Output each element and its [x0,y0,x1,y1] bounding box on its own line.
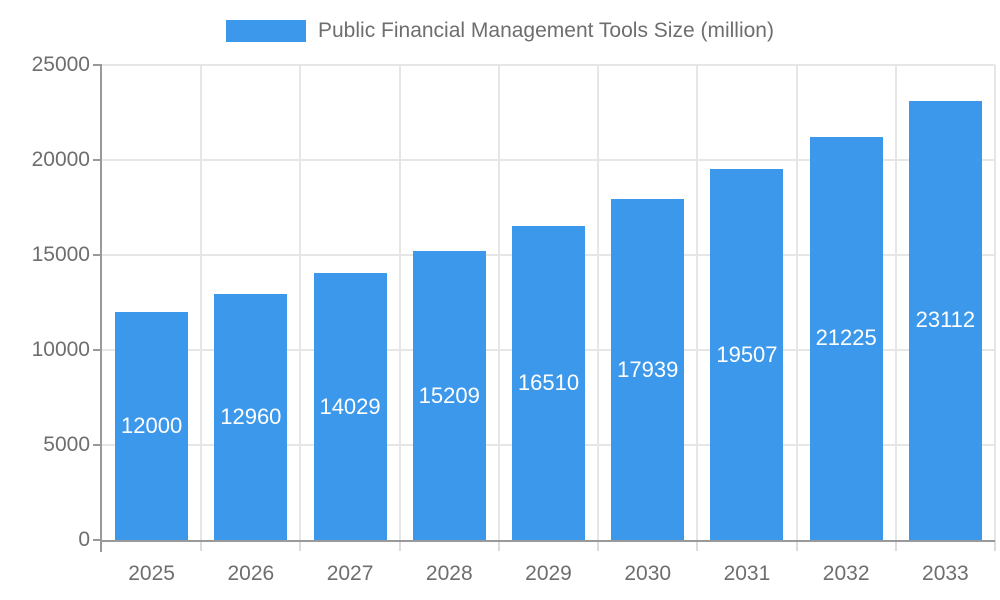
bar-value-label: 17939 [617,356,679,382]
x-axis-tick [398,540,401,551]
y-axis-tick-label: 20000 [31,148,90,171]
bar-2026[interactable] [214,293,288,540]
y-axis-tick-label: 5000 [43,433,90,456]
y-axis-line [100,65,102,552]
bar-value-label: 19507 [716,341,778,367]
x-axis-line [100,540,995,542]
y-gridline [102,64,995,66]
x-gridline [299,65,302,540]
bar-2030[interactable] [611,199,685,540]
x-axis-tick-label: 2030 [624,562,672,585]
x-gridline [994,65,996,540]
x-gridline [200,65,203,540]
x-gridline [795,65,798,540]
x-axis-tick [597,540,600,551]
x-gridline [696,65,699,540]
bar-value-label: 21225 [815,325,877,351]
x-gridline [597,65,600,540]
bar-2029[interactable] [512,226,585,540]
x-axis-tick [994,540,996,551]
y-axis-tick-label: 25000 [31,53,90,76]
bar-2025[interactable] [115,312,189,540]
y-axis-tick-label: 10000 [31,338,90,361]
legend-label: Public Financial Management Tools Size (… [318,19,774,42]
x-gridline [894,65,897,540]
bar-2033[interactable] [908,100,982,540]
y-axis-tick-label: 15000 [31,243,90,266]
x-axis-tick [696,540,699,551]
bar-2031[interactable] [710,169,784,540]
y-gridline [102,159,995,161]
bar-value-label: 23112 [915,307,976,333]
x-axis-tick [200,540,203,551]
legend-item[interactable]: Public Financial Management Tools Size (… [0,18,1000,44]
x-axis-tick [299,540,302,551]
x-axis-tick-label: 2028 [425,562,473,585]
y-axis-tick [93,159,102,161]
bar-2032[interactable] [809,136,883,540]
x-axis-tick-label: 2033 [922,562,969,585]
y-axis-tick [93,349,102,351]
bar-2028[interactable] [412,251,486,540]
x-axis-tick [497,540,500,551]
bar-value-label: 12000 [121,413,183,438]
x-gridline [398,65,401,540]
bar-value-label: 16510 [517,370,580,396]
y-axis-tick [93,539,102,541]
x-axis-tick [795,540,798,551]
bar-value-label: 14029 [319,393,381,419]
bar-value-label: 15209 [418,382,480,408]
y-axis-tick-label: 0 [78,528,90,551]
y-axis-tick [93,444,102,446]
x-axis-tick-label: 2026 [227,562,275,585]
x-gridline [497,65,500,540]
y-axis-tick [93,64,102,66]
x-axis-tick [894,540,897,551]
x-axis-tick-label: 2029 [525,562,572,585]
x-axis-tick-label: 2027 [326,562,374,585]
bar-2027[interactable] [313,273,387,540]
bar-value-label: 12960 [220,403,282,429]
y-axis-tick [93,254,102,256]
x-axis-tick-label: 2032 [822,562,870,585]
series-color-swatch-icon [226,20,306,42]
x-axis-tick-label: 2025 [128,562,175,585]
x-axis-tick-label: 2031 [723,562,771,585]
